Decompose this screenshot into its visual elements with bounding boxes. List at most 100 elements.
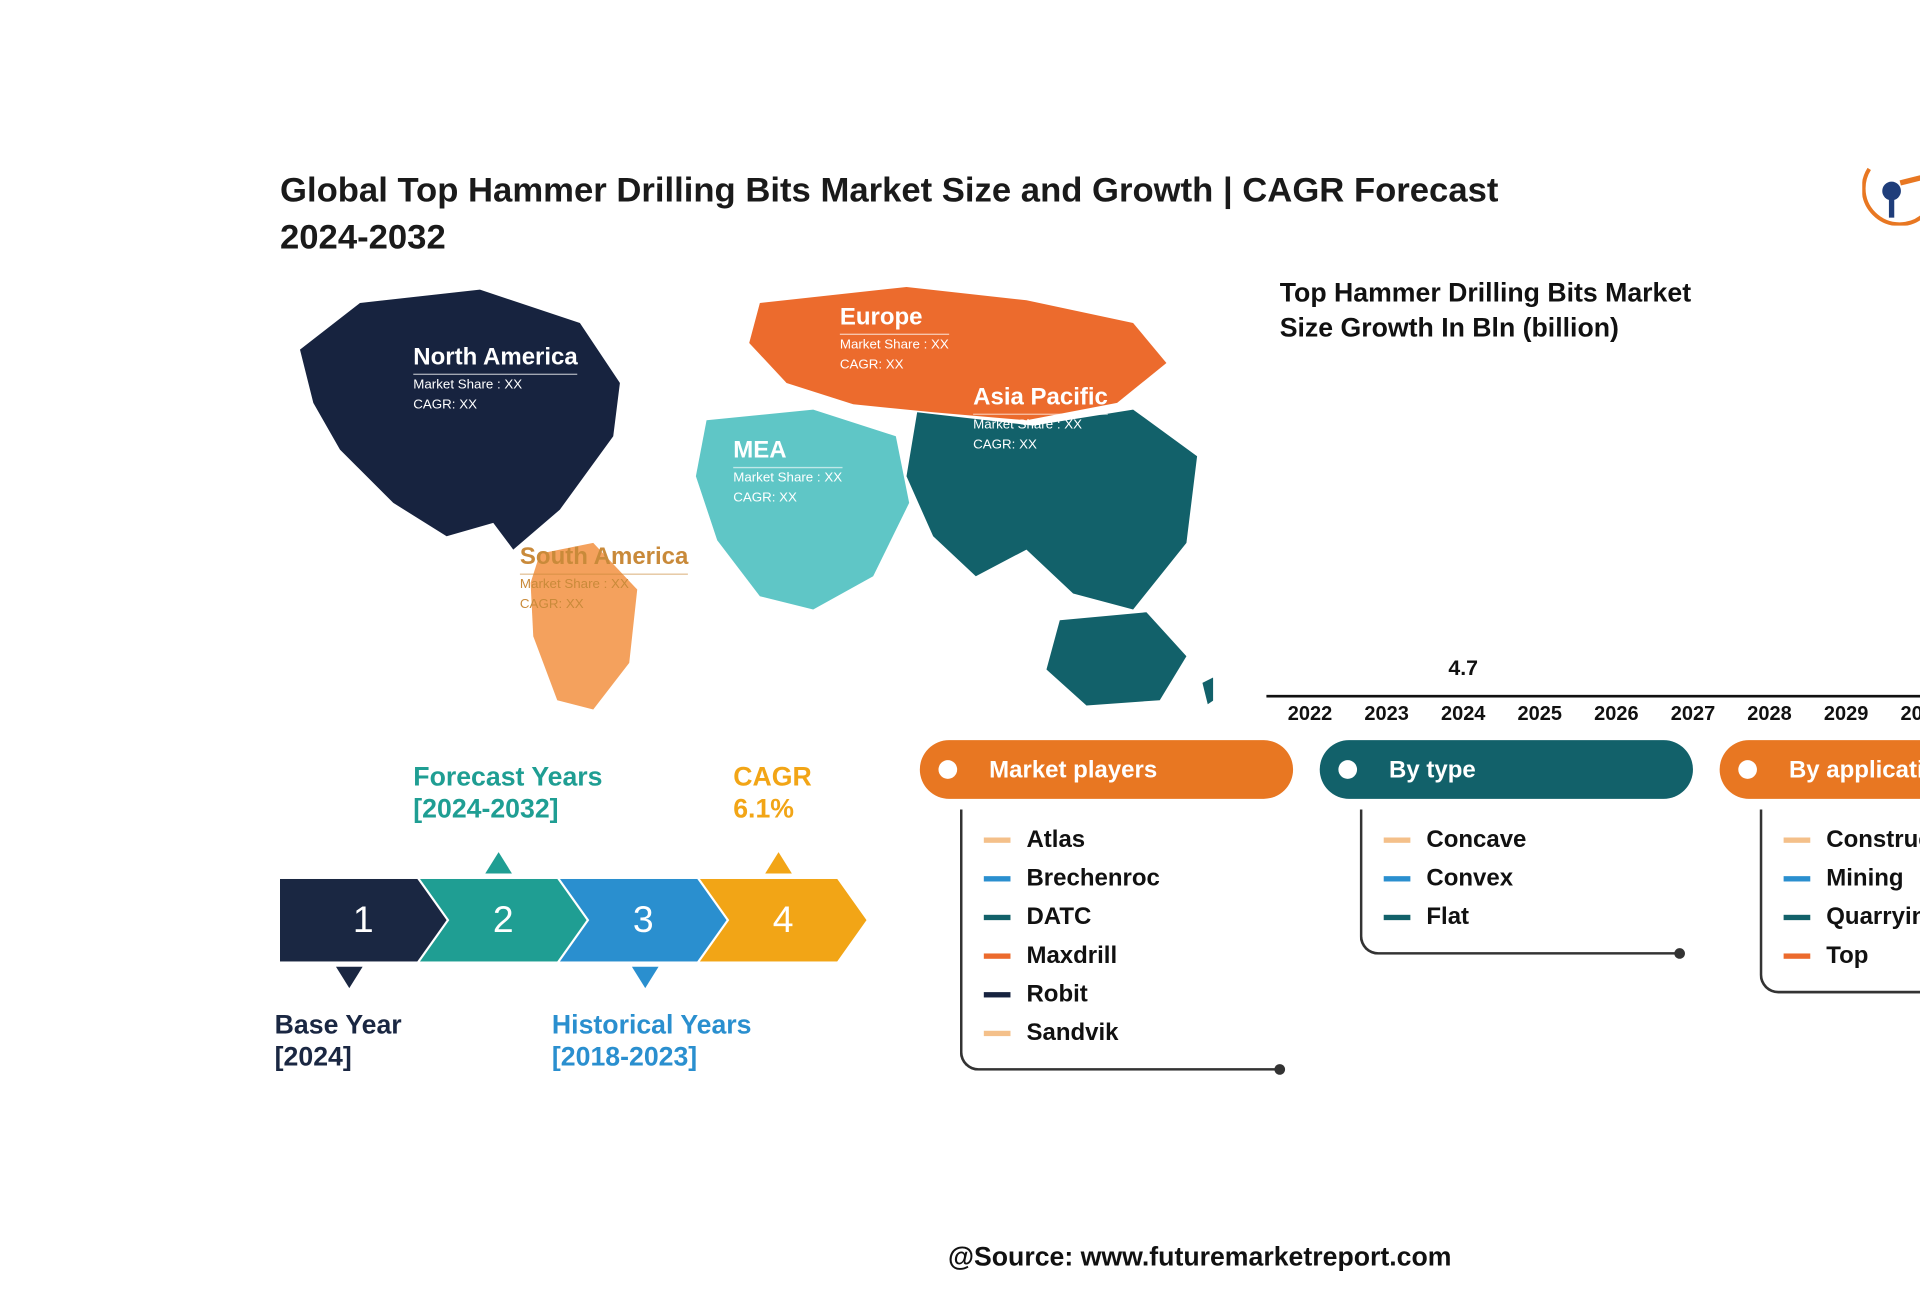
timeline-label-base: Base Year[2024]	[275, 1009, 402, 1073]
region-name: Asia Pacific	[973, 383, 1108, 411]
world-map: North America Market Share : XX CAGR: XX So…	[280, 276, 1213, 716]
item-dash-icon	[984, 837, 1011, 842]
item-label: Brechenroc	[1026, 864, 1159, 892]
xtick-2029: 2029	[1813, 703, 1879, 730]
region-australia	[1046, 612, 1186, 705]
xtick-2025: 2025	[1507, 703, 1573, 730]
region-label-ap: Asia Pacific Market Share : XX CAGR: XX	[973, 383, 1108, 452]
region-cagr: CAGR: XX	[973, 435, 1108, 452]
category-header-application: By application	[1720, 740, 1920, 799]
region-cagr: CAGR: XX	[733, 488, 842, 505]
bar-2026	[1583, 658, 1649, 690]
xtick-2028: 2028	[1737, 703, 1803, 730]
timeline: 1234 Base Year[2024]Forecast Years[2024-…	[253, 756, 893, 1129]
xtick-2023: 2023	[1354, 703, 1420, 730]
category-item: Convex	[1384, 859, 1680, 898]
timeline-label-title: Forecast Years	[413, 762, 602, 794]
title-line-1: Global Top Hammer Drilling Bits Market S…	[280, 170, 1498, 210]
category-body-players: Atlas Brechenroc DATC Maxdrill Robit Sandvik	[960, 810, 1280, 1071]
item-dash-icon	[984, 914, 1011, 919]
fmr-logo-icon	[1862, 151, 1920, 226]
item-label: Maxdrill	[1026, 941, 1117, 969]
timeline-label-hist: Historical Years[2018-2023]	[552, 1009, 752, 1073]
category-item: Flat	[1384, 897, 1680, 936]
chart-bars: 4.76.2	[1266, 343, 1920, 690]
item-dash-icon	[1784, 953, 1811, 958]
item-label: Sandvik	[1026, 1019, 1118, 1047]
timeline-label-title: CAGR	[733, 762, 812, 794]
category-item: DATC	[984, 897, 1280, 936]
item-label: Robit	[1026, 980, 1087, 1008]
xtick-2022: 2022	[1277, 703, 1343, 730]
bar-2025	[1507, 658, 1573, 690]
item-label: Atlas	[1026, 825, 1085, 853]
region-cagr: CAGR: XX	[520, 595, 688, 612]
chart-x-axis: 2022202320242025202620272028202920302031…	[1266, 695, 1920, 730]
category-item: Sandvik	[984, 1013, 1280, 1052]
item-label: Construction	[1826, 825, 1920, 853]
bar-2029	[1813, 658, 1879, 690]
timeline-segments: 1234	[280, 879, 840, 962]
timeline-label-title: Base Year	[275, 1009, 402, 1041]
xtick-2026: 2026	[1583, 703, 1649, 730]
item-label: Top	[1826, 941, 1868, 969]
category-body-application: Construction Mining Quarrying Top	[1760, 810, 1920, 994]
region-cagr: CAGR: XX	[413, 395, 577, 412]
category-item: Top	[1784, 936, 1920, 975]
xtick-2024: 2024	[1430, 703, 1496, 730]
region-market-share: Market Share : XX	[973, 414, 1108, 433]
timeline-label-sub: [2018-2023]	[552, 1041, 752, 1073]
item-dash-icon	[984, 953, 1011, 958]
item-label: DATC	[1026, 903, 1091, 931]
region-north-america	[300, 290, 620, 550]
bar-2023	[1354, 658, 1420, 690]
item-dash-icon	[1784, 837, 1811, 842]
region-label-na: North America Market Share : XX CAGR: XX	[413, 343, 577, 412]
infographic-root: Global Top Hammer Drilling Bits Market S…	[240, 143, 1920, 1289]
bar-2022	[1277, 658, 1343, 690]
chart-title: Top Hammer Drilling Bits Market Size Gro…	[1266, 276, 1693, 345]
timeline-label-sub: [2024]	[275, 1041, 402, 1073]
fmr-logo: FMR FUTURE MARKET REPORT	[1862, 151, 1920, 226]
timeline-label-title: Historical Years	[552, 1009, 752, 1041]
category-item: Atlas	[984, 820, 1280, 859]
bar-2028	[1737, 658, 1803, 690]
region-name: Europe	[840, 303, 949, 331]
xtick-2027: 2027	[1660, 703, 1726, 730]
category-players: Market players Atlas Brechenroc DATC Maxdril…	[920, 740, 1293, 1071]
timeline-arrow-base	[336, 967, 363, 988]
item-label: Quarrying	[1826, 903, 1920, 931]
region-label-mea: MEAMarket Share : XXCAGR: XX	[733, 436, 842, 505]
category-item: Concave	[1384, 820, 1680, 859]
item-label: Convex	[1426, 864, 1513, 892]
region-cagr: CAGR: XX	[840, 355, 949, 372]
category-item: Brechenroc	[984, 859, 1280, 898]
bar-2027	[1660, 658, 1726, 690]
category-item: Maxdrill	[984, 936, 1280, 975]
item-dash-icon	[1784, 914, 1811, 919]
category-header-type: By type	[1320, 740, 1693, 799]
bar-2030	[1890, 658, 1920, 690]
category-application: By application Construction Mining Quarryin…	[1720, 740, 1920, 993]
item-label: Flat	[1426, 903, 1469, 931]
bar-value-label: 4.7	[1448, 658, 1478, 685]
region-name: North America	[413, 343, 577, 371]
region-label-eu: Europe Market Share : XX CAGR: XX	[840, 303, 949, 372]
timeline-label-cagr: CAGR6.1%	[733, 762, 812, 826]
timeline-seg-1: 1	[280, 879, 447, 962]
region-market-share: Market Share : XX	[840, 334, 949, 353]
region-market-share: Market Share : XX	[413, 374, 577, 393]
region-market-share: Market Share : XX	[520, 574, 688, 593]
item-dash-icon	[1384, 875, 1411, 880]
timeline-arrow-forecast	[485, 852, 512, 873]
region-name: South America	[520, 543, 688, 571]
item-label: Mining	[1826, 864, 1903, 892]
category-item: Robit	[984, 975, 1280, 1014]
category-item: Mining	[1784, 859, 1920, 898]
item-dash-icon	[984, 1030, 1011, 1035]
category-header-players: Market players	[920, 740, 1293, 799]
item-dash-icon	[1384, 837, 1411, 842]
category-type: By type Concave Convex Flat	[1320, 740, 1693, 955]
source-footer: @Source: www.futuremarketreport.com	[240, 1243, 1920, 1274]
category-item: Construction	[1784, 820, 1920, 859]
